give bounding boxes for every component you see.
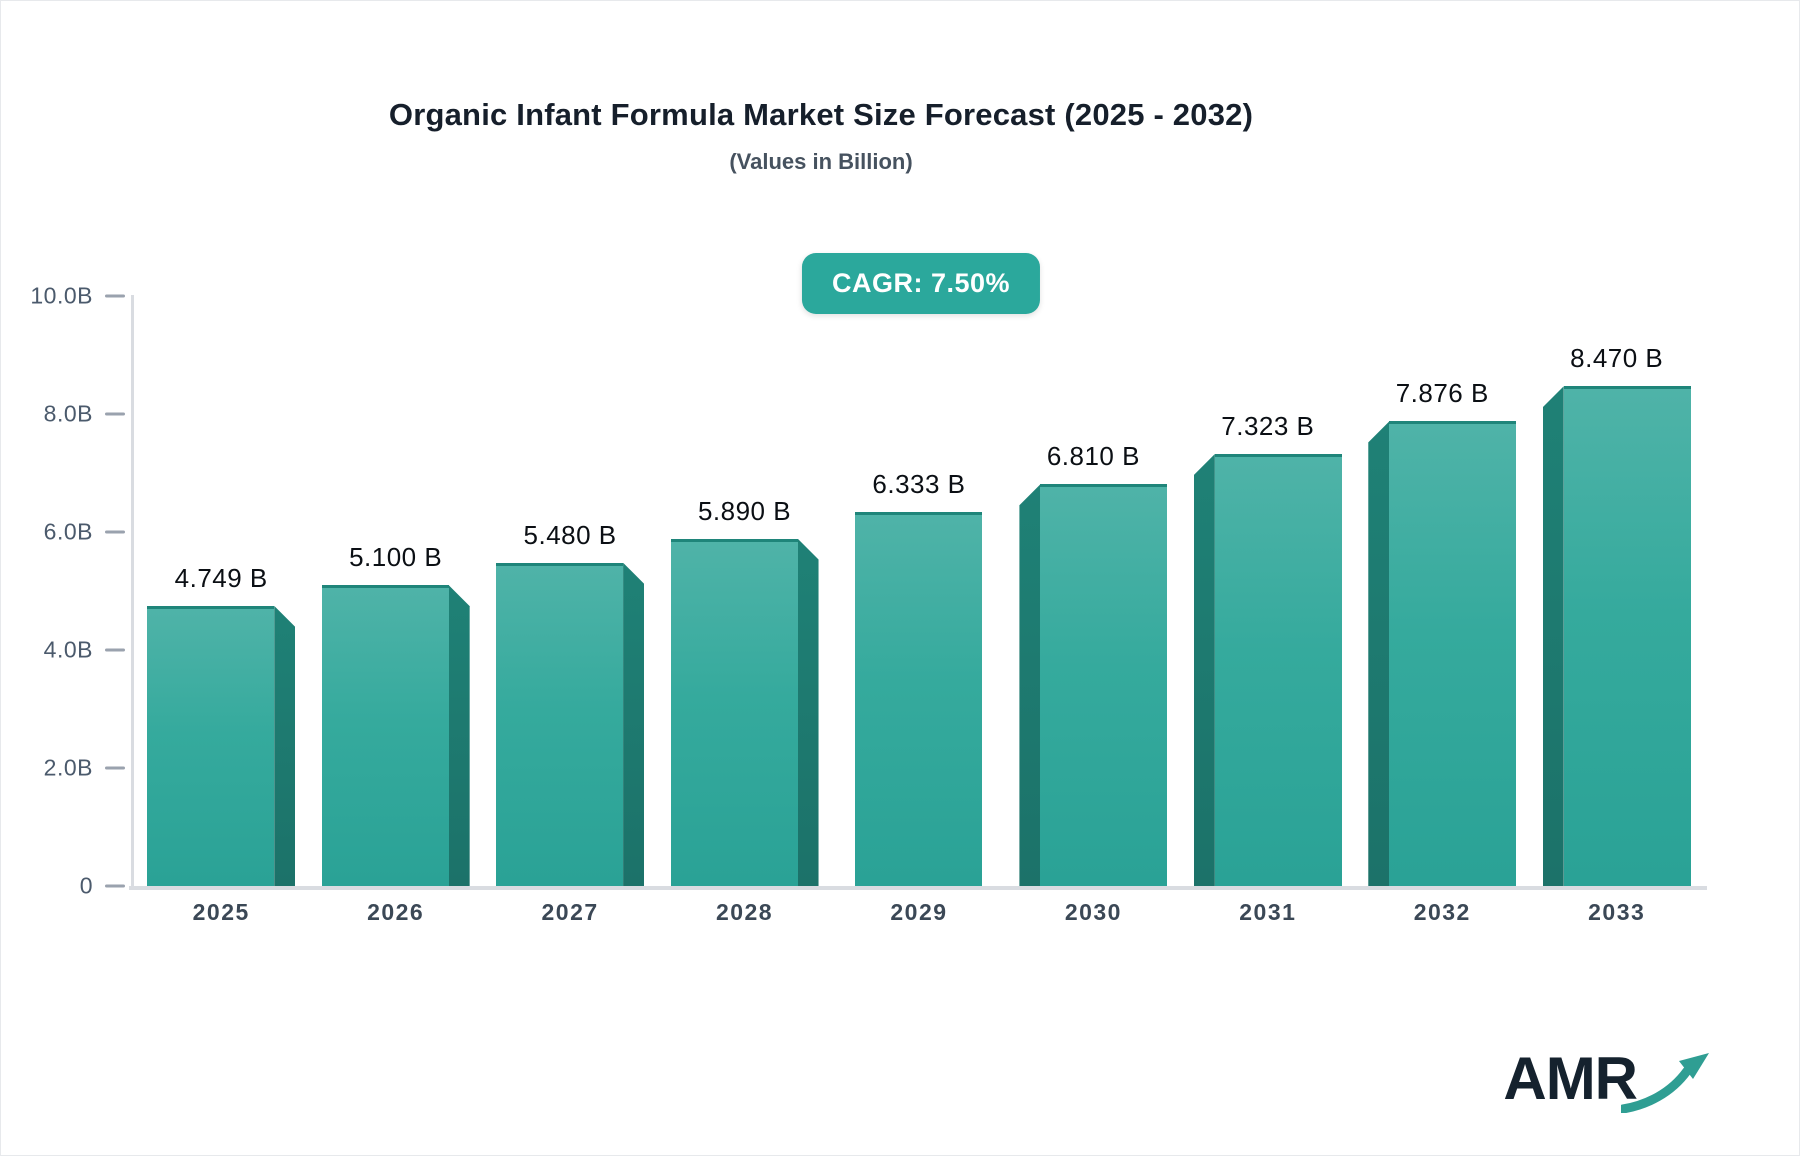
bar-3d: [1368, 421, 1517, 886]
bar-face: [1389, 421, 1517, 886]
bar-value-label: 8.470 B: [1570, 343, 1664, 374]
y-axis-tick-label: 0: [79, 872, 93, 899]
bar-3d: [855, 512, 983, 886]
y-axis-tick-dash: [105, 766, 125, 770]
bar-face: [1563, 386, 1691, 886]
bar-side-shade: [623, 562, 645, 886]
bar-3d: [321, 585, 470, 886]
x-axis-label: 2032: [1413, 899, 1471, 925]
bar-side-shade: [1368, 421, 1390, 886]
bar-value-label: 5.890 B: [697, 495, 792, 526]
chart-subtitle: (Values in Billion): [729, 149, 913, 174]
bar-value-label: 5.100 B: [349, 542, 443, 573]
y-axis-tick-dash: [105, 530, 125, 534]
bar-slot: 5.100 B: [308, 295, 482, 886]
x-axis-label: 2025: [192, 899, 250, 925]
y-axis-tick-label: 2.0B: [43, 754, 93, 781]
bar-3d: [1019, 484, 1168, 886]
bar-face: [855, 512, 983, 886]
bar-face: [147, 605, 275, 886]
bar-face: [1214, 453, 1342, 886]
bar-slot: 7.876 B: [1355, 295, 1529, 886]
chart-title: Organic Infant Formula Market Size Forec…: [388, 97, 1254, 132]
bar-3d: [1193, 453, 1342, 886]
y-axis-tick: 6.0B: [1, 519, 125, 546]
bar-face: [1040, 484, 1168, 886]
bar-slot: 7.323 B: [1181, 295, 1355, 886]
bar-value-label: 6.810 B: [1046, 441, 1140, 472]
bar-side-shade: [1542, 386, 1564, 886]
y-axis-tick: 10.0B: [1, 283, 125, 310]
bar-plot-area: 4.749 B 5.100 B 5.480 B 5.890 B 6.333 B 6.810…: [134, 295, 1704, 886]
bar-side-shade: [448, 585, 470, 886]
y-axis-tick: 4.0B: [1, 637, 125, 664]
y-axis-tick: 0: [1, 873, 125, 900]
bar-value-label: 7.876 B: [1395, 378, 1489, 409]
bar-slot: 5.480 B: [483, 295, 657, 886]
x-axis-labels: 2025 2026 2027 2028 2029 2030 2031 2032 2033: [134, 899, 1704, 926]
bar-3d: [670, 538, 819, 886]
y-axis-tick-dash: [105, 884, 125, 888]
x-axis-baseline: [129, 886, 1707, 890]
y-axis-tick-label: 4.0B: [43, 636, 93, 663]
bar-value-label: 5.480 B: [523, 519, 617, 550]
y-axis-tick: 2.0B: [1, 755, 125, 782]
amr-logo: AMR: [1503, 1045, 1713, 1113]
bar-side-shade: [274, 605, 296, 886]
bar-face: [321, 585, 449, 886]
bar-side-shade: [1193, 453, 1215, 886]
y-axis-line: [131, 295, 134, 886]
bar-value-label: 4.749 B: [174, 562, 268, 593]
y-axis-tick-label: 8.0B: [43, 400, 93, 427]
x-axis-label: 2031: [1239, 899, 1297, 925]
bar-side-shade: [1019, 484, 1041, 886]
y-axis-tick-dash: [105, 648, 125, 652]
y-axis-tick: 8.0B: [1, 401, 125, 428]
y-axis-tick-dash: [105, 294, 125, 298]
bar-slot: 6.810 B: [1006, 295, 1180, 886]
bar-3d: [147, 605, 296, 886]
y-axis-tick-label: 10.0B: [30, 282, 93, 309]
y-axis-tick-dash: [105, 412, 125, 416]
bar-slot: 8.470 B: [1530, 295, 1704, 886]
bar-slot: 4.749 B: [134, 295, 308, 886]
x-axis-label: 2028: [715, 899, 774, 925]
bar-3d: [1542, 386, 1691, 886]
x-axis-label: 2029: [890, 899, 948, 925]
bar-value-label: 7.323 B: [1221, 410, 1315, 441]
bar-slot: 5.890 B: [657, 295, 831, 886]
bar-3d: [496, 562, 645, 886]
cagr-badge: CAGR: 7.50%: [801, 253, 1041, 314]
x-axis-label: 2026: [367, 899, 425, 925]
x-axis-label: 2030: [1064, 899, 1122, 925]
bar-slot: 6.333 B: [832, 295, 1006, 886]
bar-face: [670, 538, 798, 886]
x-axis-label: 2027: [541, 899, 599, 925]
amr-logo-text: AMR: [1503, 1045, 1638, 1112]
bar-face: [496, 562, 624, 886]
x-axis-label: 2033: [1588, 899, 1646, 925]
growth-arrow-icon: [1621, 1053, 1709, 1113]
bar-side-shade: [797, 538, 819, 886]
y-axis-tick-label: 6.0B: [43, 518, 93, 545]
bar-value-label: 6.333 B: [872, 469, 966, 500]
